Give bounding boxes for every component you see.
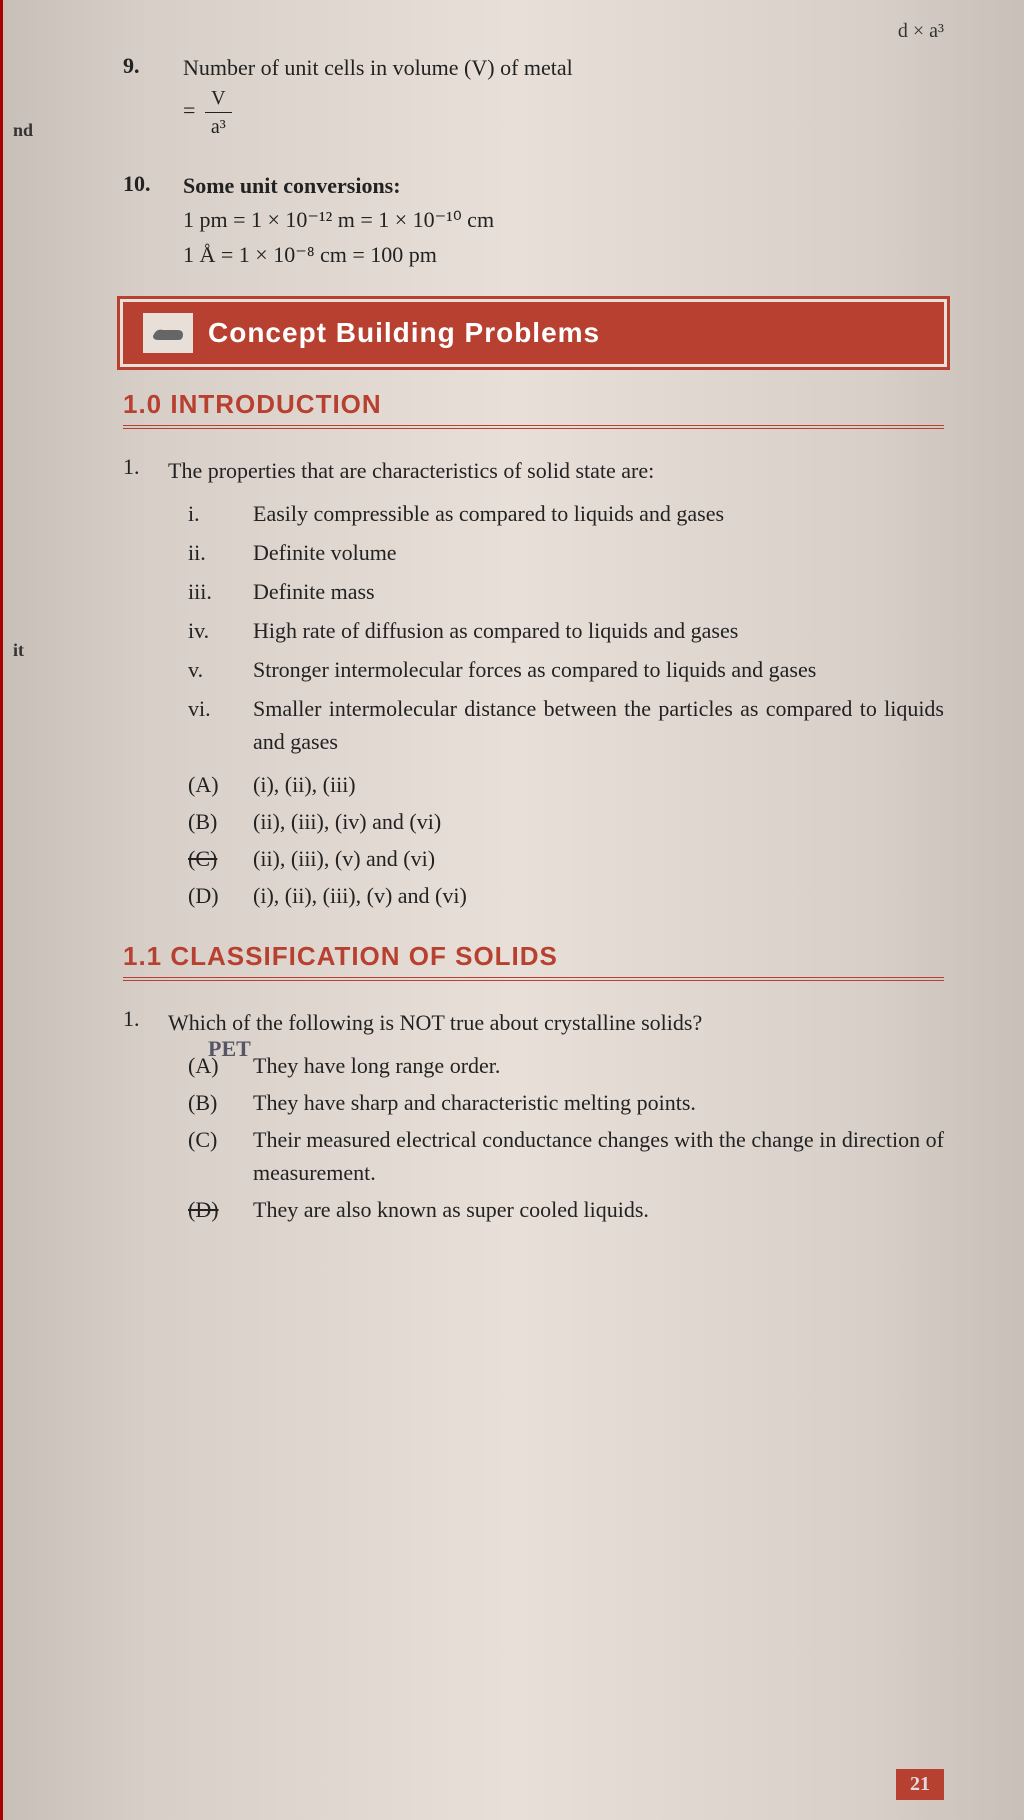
- option-text: (ii), (iii), (v) and (vi): [253, 842, 435, 875]
- item-9-text: Number of unit cells in volume (V) of me…: [183, 53, 944, 141]
- option-a: (A) (i), (ii), (iii): [188, 768, 944, 801]
- q1-1-1-stem: Which of the following is NOT true about…: [168, 1006, 944, 1039]
- q1-1-1-number: 1.: [123, 1006, 153, 1032]
- item-9: 9. Number of unit cells in volume (V) of…: [123, 53, 944, 141]
- option-label: (B): [188, 805, 238, 838]
- option-text: (ii), (iii), (iv) and (vi): [253, 805, 441, 838]
- item-10-number: 10.: [123, 171, 163, 197]
- roman-item: ii. Definite volume: [188, 536, 944, 569]
- option-label: (C): [188, 1123, 238, 1189]
- question-1-0-1: 1. The properties that are characteristi…: [123, 454, 944, 916]
- section-1-0-heading: 1.0 Introduction: [123, 389, 944, 429]
- option-label: (A): [188, 768, 238, 801]
- concept-banner-text: Concept Building Problems: [208, 317, 600, 349]
- item-9-number: 9.: [123, 53, 163, 79]
- roman-num: v.: [188, 653, 238, 686]
- item-10-text: Some unit conversions:: [183, 171, 944, 202]
- conversion-line-2: 1 Å = 1 × 10⁻⁸ cm = 100 pm: [183, 237, 944, 272]
- roman-text: Smaller intermolecular distance between …: [253, 692, 944, 758]
- unit-conversions: 1 pm = 1 × 10⁻¹² m = 1 × 10⁻¹⁰ cm 1 Å = …: [183, 202, 944, 272]
- option-label: (D): [188, 1193, 238, 1226]
- option-c: (C) (ii), (iii), (v) and (vi): [188, 842, 944, 875]
- roman-item: v. Stronger intermolecular forces as comp…: [188, 653, 944, 686]
- item-9-statement: Number of unit cells in volume (V) of me…: [183, 55, 573, 80]
- page-number: 21: [896, 1769, 944, 1800]
- roman-text: Easily compressible as compared to liqui…: [253, 497, 944, 530]
- option-b: (B) They have sharp and characteristic me…: [188, 1086, 944, 1119]
- pet-annotation: PET: [208, 1036, 251, 1062]
- option-text: (i), (ii), (iii), (v) and (vi): [253, 879, 467, 912]
- page: nd it d × a³ 9. Number of unit cells in …: [0, 0, 1024, 1820]
- option-a: (A)They have long range order.: [188, 1049, 944, 1082]
- roman-text: Stronger intermolecular forces as compar…: [253, 653, 944, 686]
- option-b: (B) (ii), (iii), (iv) and (vi): [188, 805, 944, 838]
- option-label: (D): [188, 879, 238, 912]
- concept-building-banner: Concept Building Problems: [123, 302, 944, 364]
- q1-1-1-body: Which of the following is NOT true about…: [168, 1006, 944, 1230]
- item-10-heading: Some unit conversions:: [183, 173, 401, 198]
- section-1-1-heading: 1.1 Classification of Solids: [123, 941, 944, 981]
- top-fragment: d × a³: [123, 20, 944, 43]
- q1-1-1-options: (A)They have long range order. (B) They h…: [188, 1049, 944, 1226]
- option-text: (i), (ii), (iii): [253, 768, 356, 801]
- q1-0-1-roman-list: i. Easily compressible as compared to liq…: [188, 497, 944, 758]
- option-label: (B): [188, 1086, 238, 1119]
- roman-item: i. Easily compressible as compared to liq…: [188, 497, 944, 530]
- option-text: They have sharp and characteristic melti…: [253, 1086, 944, 1119]
- fraction-denominator: a³: [205, 113, 232, 141]
- item-9-fraction: V a³: [205, 84, 232, 141]
- q1-0-1-options: (A) (i), (ii), (iii) (B) (ii), (iii), (iv)…: [188, 768, 944, 912]
- roman-text: High rate of diffusion as compared to li…: [253, 614, 944, 647]
- option-text: They are also known as super cooled liqu…: [253, 1193, 944, 1226]
- hand-icon: [143, 313, 193, 353]
- fraction-numerator: V: [205, 84, 231, 113]
- margin-fragment-it: it: [13, 640, 24, 661]
- roman-num: iv.: [188, 614, 238, 647]
- roman-text: Definite mass: [253, 575, 944, 608]
- roman-num: iii.: [188, 575, 238, 608]
- q1-0-1-body: The properties that are characteristics …: [168, 454, 944, 916]
- roman-item: iii. Definite mass: [188, 575, 944, 608]
- option-d: (D) (i), (ii), (iii), (v) and (vi): [188, 879, 944, 912]
- roman-num: i.: [188, 497, 238, 530]
- roman-num: ii.: [188, 536, 238, 569]
- conversion-line-1: 1 pm = 1 × 10⁻¹² m = 1 × 10⁻¹⁰ cm: [183, 202, 944, 237]
- roman-item: vi. Smaller intermolecular distance betwe…: [188, 692, 944, 758]
- roman-text: Definite volume: [253, 536, 944, 569]
- option-c: (C) Their measured electrical conductance…: [188, 1123, 944, 1189]
- option-label: (C): [188, 842, 238, 875]
- option-d: (D) They are also known as super cooled l…: [188, 1193, 944, 1226]
- q1-0-1-stem: The properties that are characteristics …: [168, 454, 944, 487]
- roman-item: iv. High rate of diffusion as compared to…: [188, 614, 944, 647]
- margin-fragment-nd: nd: [13, 120, 33, 141]
- option-text: They have long range order.: [253, 1049, 944, 1082]
- roman-num: vi.: [188, 692, 238, 758]
- item-10: 10. Some unit conversions: 1 pm = 1 × 10…: [123, 171, 944, 272]
- item-9-eq-prefix: =: [183, 97, 195, 122]
- option-text: Their measured electrical conductance ch…: [253, 1123, 944, 1189]
- question-1-1-1: PET 1. Which of the following is NOT tru…: [123, 1006, 944, 1230]
- q1-0-1-number: 1.: [123, 454, 153, 480]
